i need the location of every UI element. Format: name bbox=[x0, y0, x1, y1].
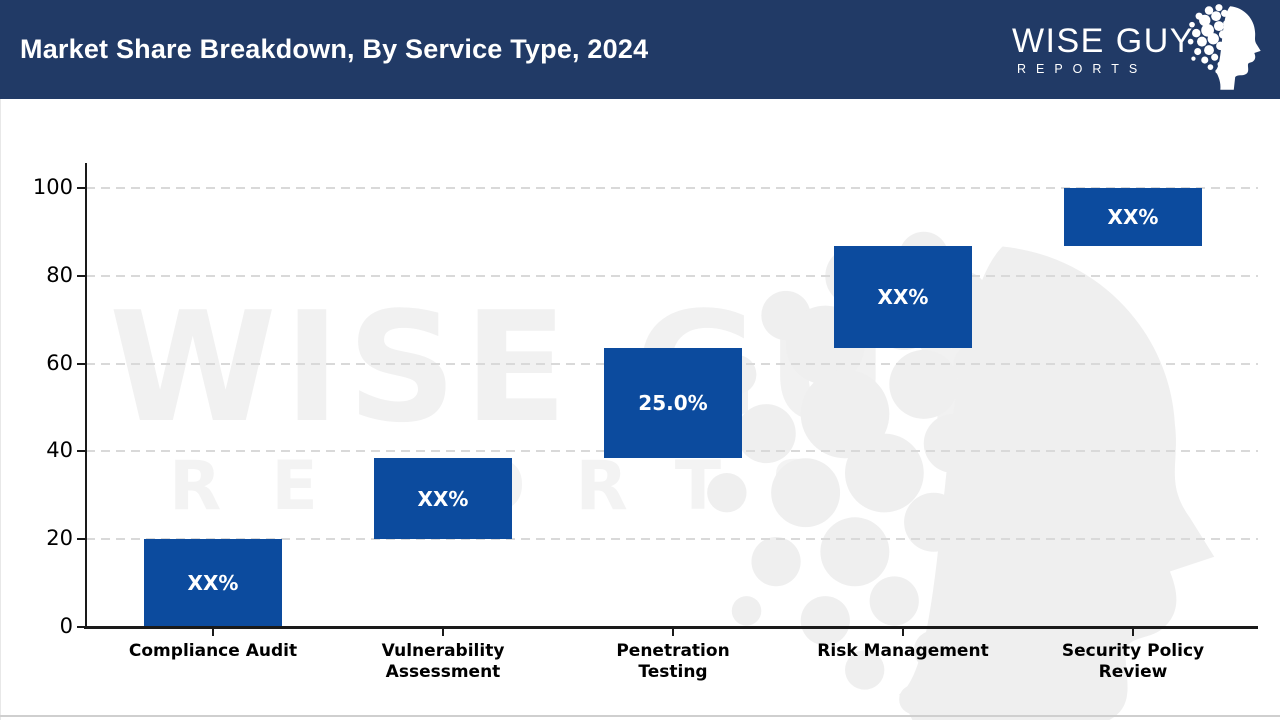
gridline bbox=[86, 187, 1258, 189]
x-axis-label: Risk Management bbox=[817, 641, 989, 661]
x-tick-mark bbox=[672, 629, 674, 636]
bar: XX% bbox=[1064, 188, 1202, 246]
x-axis-label: Compliance Audit bbox=[128, 641, 298, 661]
bar-label: XX% bbox=[877, 284, 929, 309]
bar-label: XX% bbox=[187, 571, 239, 596]
y-tick-label: 100 bbox=[32, 175, 73, 199]
logo-wordmark: WISE GUY REPORTS bbox=[1012, 24, 1194, 76]
bar: XX% bbox=[374, 457, 512, 540]
header: Market Share Breakdown, By Service Type,… bbox=[0, 0, 1280, 99]
wiseguy-head-icon bbox=[1180, 2, 1272, 98]
x-axis-label: Vulnerability Assessment bbox=[381, 641, 505, 683]
bar-label: XX% bbox=[417, 486, 469, 511]
y-tick-mark bbox=[77, 362, 85, 365]
y-axis bbox=[85, 163, 87, 629]
y-tick-mark bbox=[77, 274, 85, 277]
x-axis-label: Security Policy Review bbox=[1061, 641, 1205, 683]
gridline bbox=[86, 274, 1258, 277]
y-tick-label: 40 bbox=[46, 438, 73, 463]
y-tick-label: 60 bbox=[46, 350, 73, 375]
logo-wordmark-line2: REPORTS bbox=[1016, 61, 1148, 76]
wiseguy-logo: WISE GUY REPORTS bbox=[1012, 2, 1272, 98]
y-tick-label: 80 bbox=[46, 262, 73, 287]
bottom-border bbox=[0, 715, 1280, 717]
x-tick-mark bbox=[442, 629, 444, 636]
logo-wordmark-line1: WISE GUY bbox=[1011, 21, 1194, 60]
bar: XX% bbox=[144, 539, 282, 627]
x-tick-mark bbox=[1132, 629, 1134, 636]
x-axis bbox=[84, 626, 1258, 629]
gridline bbox=[86, 538, 1258, 541]
bar-label: 25.0% bbox=[638, 391, 708, 416]
bar: XX% bbox=[834, 245, 972, 349]
x-axis-label: Penetration Testing bbox=[616, 641, 730, 683]
bar: 25.0% bbox=[604, 348, 742, 458]
y-tick-mark bbox=[77, 626, 85, 628]
y-tick-label: 0 bbox=[59, 614, 73, 638]
chart-area: WISE GUY REPORTS 0 20 40 60 80 100 XX% Complian… bbox=[0, 99, 1280, 720]
x-tick-mark bbox=[212, 629, 214, 636]
page-title: Market Share Breakdown, By Service Type,… bbox=[20, 34, 649, 64]
y-tick-mark bbox=[77, 187, 85, 189]
bar-label: XX% bbox=[1107, 204, 1159, 229]
y-tick-mark bbox=[77, 450, 85, 453]
y-tick-label: 20 bbox=[46, 526, 73, 551]
y-tick-mark bbox=[77, 538, 85, 541]
x-tick-mark bbox=[902, 629, 904, 636]
